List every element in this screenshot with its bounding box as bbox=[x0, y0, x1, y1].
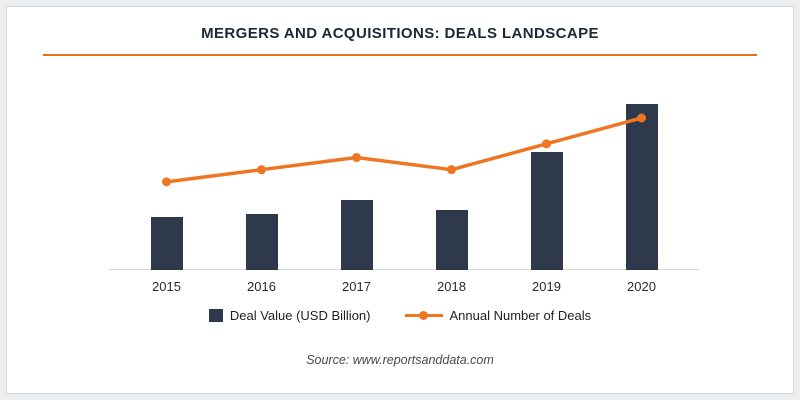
bar-2019 bbox=[530, 152, 563, 270]
line-path bbox=[164, 116, 644, 184]
line-marker-icon bbox=[419, 311, 428, 320]
bar-2017 bbox=[340, 200, 373, 270]
legend-label-number-of-deals: Annual Number of Deals bbox=[449, 308, 592, 323]
chart-title: MERGERS AND ACQUISITIONS: DEALS LANDSCAP… bbox=[201, 25, 599, 42]
bar-2016 bbox=[245, 214, 278, 270]
line-swatch-icon bbox=[404, 311, 443, 320]
plot-area bbox=[109, 80, 699, 270]
line-marker-2018 bbox=[447, 165, 456, 175]
bar-2015 bbox=[150, 217, 183, 270]
x-tick-label-2016: 2016 bbox=[247, 279, 276, 294]
deals-line-series bbox=[162, 113, 646, 187]
line-marker-2016 bbox=[257, 165, 266, 175]
line-marker-2020 bbox=[637, 113, 646, 123]
x-tick-label-2019: 2019 bbox=[532, 279, 561, 294]
x-axis-labels: 2015 2016 2017 2018 2019 2020 bbox=[119, 279, 689, 294]
bar-2018 bbox=[435, 210, 468, 270]
source-attribution: Source: www.reportsanddata.com bbox=[306, 353, 494, 367]
x-tick-label-2017: 2017 bbox=[342, 279, 371, 294]
x-tick-label-2018: 2018 bbox=[437, 279, 466, 294]
line-marker-2017 bbox=[352, 153, 361, 163]
x-axis-line bbox=[109, 269, 699, 270]
chart-card: MERGERS AND ACQUISITIONS: DEALS LANDSCAP… bbox=[6, 6, 794, 394]
legend-item-number-of-deals: Annual Number of Deals bbox=[404, 308, 592, 323]
legend-item-deal-value: Deal Value (USD Billion) bbox=[208, 308, 371, 323]
title-divider-rule bbox=[43, 54, 757, 56]
x-tick-label-2015: 2015 bbox=[152, 279, 181, 294]
x-tick-label-2020: 2020 bbox=[627, 279, 656, 294]
bar-2020 bbox=[625, 104, 658, 270]
legend-label-deal-value: Deal Value (USD Billion) bbox=[229, 308, 371, 323]
bar-swatch-icon bbox=[208, 309, 223, 322]
chart-area: 2015 2016 2017 2018 2019 2020 bbox=[109, 80, 699, 294]
legend: Deal Value (USD Billion) Annual Number o… bbox=[7, 308, 793, 323]
line-marker-2015 bbox=[162, 177, 171, 187]
line-marker-2019 bbox=[542, 139, 551, 149]
